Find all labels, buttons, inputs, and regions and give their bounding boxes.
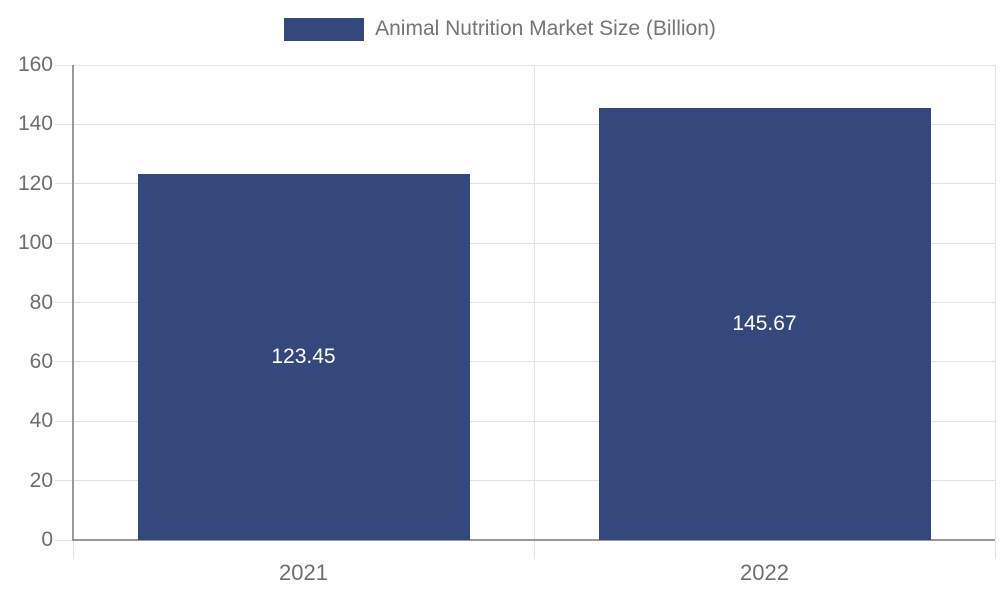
x-tick [994, 541, 996, 559]
y-tick-label: 100 [17, 231, 53, 255]
y-tick-label: 0 [41, 528, 53, 551]
y-tick-label: 40 [29, 409, 53, 433]
x-tick [533, 541, 535, 559]
y-gridline [55, 183, 995, 185]
bar-2022 [598, 107, 931, 540]
x-tick [72, 541, 74, 559]
y-tick-label: 20 [29, 468, 53, 492]
x-tick-label-2021: 2021 [279, 560, 328, 585]
y-tick-label: 160 [17, 53, 53, 76]
y-tick-label: 140 [17, 112, 53, 136]
x-tick-label-2022: 2022 [740, 560, 789, 585]
x-axis-line [72, 539, 995, 541]
y-gridline [55, 480, 995, 482]
x-gridline [533, 65, 535, 540]
x-gridline [994, 65, 996, 540]
legend[interactable]: Animal Nutrition Market Size (Billion) [0, 17, 1000, 41]
legend-label: Animal Nutrition Market Size (Billion) [375, 17, 716, 40]
y-tick-label: 120 [17, 171, 53, 195]
y-gridline [55, 242, 995, 244]
bar-2021 [137, 173, 470, 540]
bar-value-label-2021: 123.45 [271, 344, 336, 368]
y-tick-label: 60 [29, 349, 53, 373]
y-gridline [55, 123, 995, 125]
y-axis-line [72, 65, 74, 540]
legend-swatch [284, 17, 365, 41]
y-gridline [55, 420, 995, 422]
y-gridline [55, 302, 995, 303]
y-gridline [55, 64, 995, 66]
y-tick [55, 539, 73, 541]
y-gridline [55, 361, 995, 363]
y-tick-label: 80 [29, 290, 53, 314]
bar-value-label-2022: 145.67 [732, 311, 797, 335]
